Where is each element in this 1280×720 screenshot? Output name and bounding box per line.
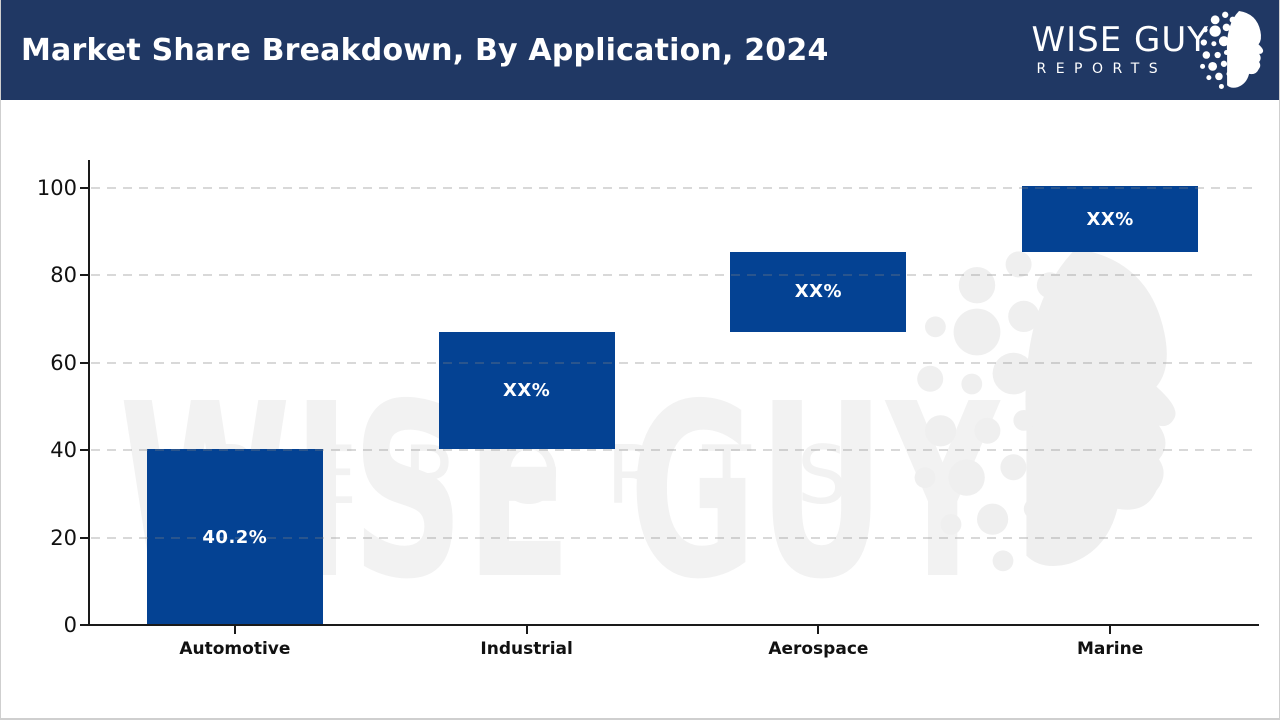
x-axis-tick-mark — [1109, 626, 1112, 634]
logo-subtext: REPORTS — [1036, 61, 1168, 77]
x-axis-category-label: Industrial — [480, 639, 573, 659]
y-axis-tick-label: 40 — [50, 438, 77, 462]
wise-guy-reports-logo: WISE GUY REPORTS — [1031, 0, 1273, 100]
x-axis-category-label: Marine — [1077, 639, 1144, 659]
bar-aerospace — [730, 251, 907, 332]
bar-industrial — [438, 331, 615, 450]
bar-value-label: XX% — [502, 380, 551, 401]
y-axis-tick-mark — [80, 274, 89, 276]
logo-wordmark: WISE GUY — [1031, 20, 1209, 60]
logo-head-icon — [1200, 11, 1264, 89]
bar-value-label: XX% — [1086, 208, 1134, 230]
header-banner: Market Share Breakdown, By Application, … — [1, 0, 1279, 100]
gridline — [91, 274, 1256, 276]
bar-automotive — [146, 449, 323, 625]
gridline — [91, 186, 1256, 189]
y-axis-tick-label: 20 — [50, 525, 77, 550]
x-axis-tick-mark — [525, 626, 528, 634]
bar-marine — [1022, 186, 1199, 252]
y-axis-tick-mark — [80, 186, 89, 189]
x-axis-category-label: Automotive — [179, 639, 291, 659]
y-axis-tick-label: 80 — [50, 263, 77, 287]
watermark-head-icon — [914, 248, 1176, 572]
chart-title: Market Share Breakdown, By Application, … — [21, 32, 829, 68]
y-axis-tick-label: 60 — [50, 350, 77, 375]
gridline — [91, 361, 1256, 364]
gridline — [91, 449, 1256, 451]
bar-value-label: 40.2% — [202, 526, 268, 548]
y-axis-tick-label: 100 — [36, 175, 77, 200]
x-axis-tick-mark — [233, 626, 236, 634]
y-axis-tick-mark — [80, 449, 89, 451]
market-share-bar-chart: WISE GUY REPORTS 0 20 40 60 80 100 40.2% Automo… — [1, 100, 1279, 718]
gridline — [91, 536, 1256, 539]
y-axis-tick-label: 0 — [63, 613, 77, 637]
bar-value-label: XX% — [794, 281, 843, 303]
y-axis-tick-mark — [80, 624, 89, 626]
y-axis-tick-mark — [80, 361, 89, 364]
y-axis-line — [88, 160, 90, 626]
x-axis-category-label: Aerospace — [768, 639, 869, 659]
y-axis-tick-mark — [80, 536, 89, 539]
x-axis-line — [88, 624, 1259, 626]
x-axis-tick-mark — [817, 626, 820, 634]
